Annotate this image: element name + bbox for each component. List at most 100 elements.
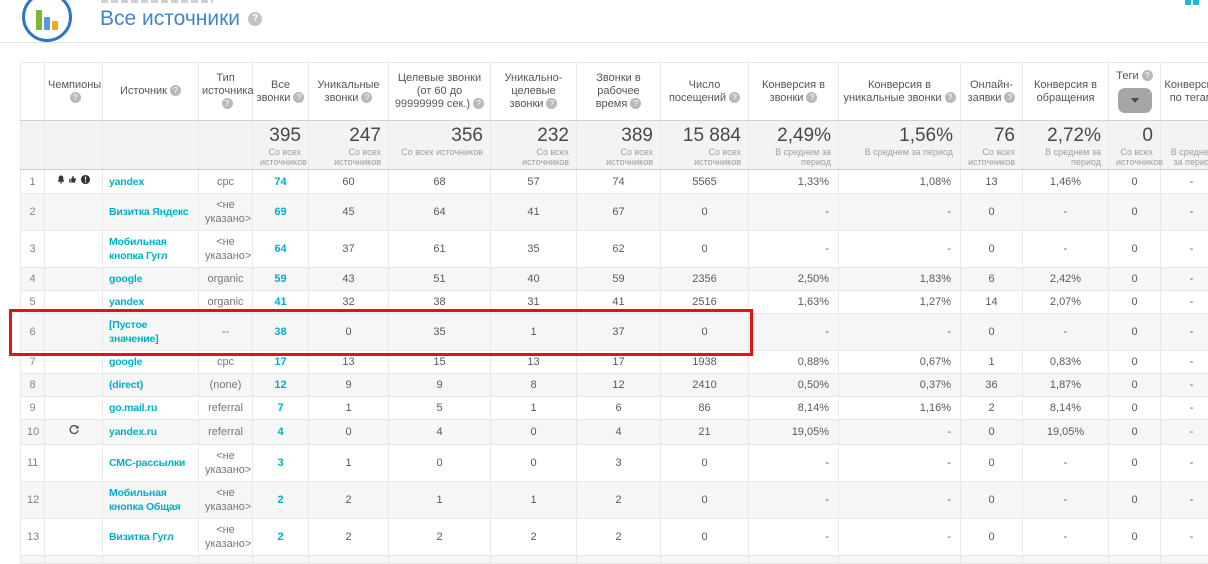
source-link[interactable]: Мобильная кнопка Общая	[109, 487, 181, 513]
help-icon[interactable]	[1004, 92, 1015, 103]
col-header-tags[interactable]: Теги	[1109, 63, 1161, 121]
col-header-conv-unique-calls[interactable]: Конверсия в уникальные звонки	[839, 63, 961, 121]
help-icon[interactable]	[361, 92, 372, 103]
source-cell: yandex	[103, 170, 199, 194]
all-calls-cell[interactable]: 7	[253, 397, 309, 420]
help-icon[interactable]	[806, 92, 817, 103]
work-time-calls-cell: 17	[577, 351, 661, 374]
conv-appeals-cell: -	[1023, 519, 1109, 556]
title-help-icon[interactable]	[248, 12, 262, 26]
col-header-conv-calls[interactable]: Конверсия в звонки	[749, 63, 839, 121]
work-time-calls-cell: 37	[577, 314, 661, 351]
source-link[interactable]: google	[109, 273, 142, 285]
help-icon[interactable]	[945, 92, 956, 103]
col-header-unique-calls[interactable]: Уникальные звонки	[309, 63, 389, 121]
col-header-target-calls[interactable]: Целевые звонки (от 60 до 99999999 сек.)	[389, 63, 491, 121]
col-header-source[interactable]: Источник	[103, 63, 199, 121]
help-icon[interactable]	[293, 92, 304, 103]
source-cell: google	[103, 351, 199, 374]
all-calls-cell[interactable]: 12	[253, 374, 309, 397]
visits-cell: 0	[661, 519, 749, 556]
all-calls-cell[interactable]: 59	[253, 268, 309, 291]
champions-cell	[45, 351, 103, 374]
help-icon[interactable]	[473, 98, 484, 109]
help-icon[interactable]	[729, 92, 740, 103]
row-number: 13	[21, 519, 45, 556]
source-link[interactable]: google	[109, 356, 142, 368]
unique-calls-cell: 1	[309, 397, 389, 420]
source-link[interactable]: Визитка Гугл	[109, 531, 174, 543]
conv-unique-cell: 1,27%	[839, 291, 961, 314]
help-icon[interactable]	[630, 98, 641, 109]
unique-target-calls-cell: 8	[491, 374, 577, 397]
work-time-calls-cell: 3	[577, 445, 661, 482]
help-icon[interactable]	[546, 98, 557, 109]
tags-cell: 0	[1109, 268, 1161, 291]
row-number: 8	[21, 374, 45, 397]
conv-calls-cell: -	[749, 519, 839, 556]
col-header-champions[interactable]: Чемпионы	[45, 63, 103, 121]
unique-target-calls-cell: 1	[491, 482, 577, 519]
source-link[interactable]: СМС-рассылки	[109, 457, 185, 469]
target-calls-cell: 15	[389, 351, 491, 374]
partial-cell	[45, 556, 103, 564]
unique-calls-cell: 0	[309, 314, 389, 351]
champions-cell	[45, 397, 103, 420]
conv-unique-cell: 1,83%	[839, 268, 961, 291]
col-header-work-time-calls[interactable]: Звонки в рабочее время	[577, 63, 661, 121]
conv-appeals-cell: -	[1023, 194, 1109, 231]
source-link[interactable]: [Пустое значение]	[109, 319, 158, 345]
source-link[interactable]: (direct)	[109, 379, 143, 391]
col-header-conv-tags[interactable]: Конверсия по тегам	[1161, 63, 1208, 121]
source-link[interactable]: yandex.ru	[109, 426, 157, 438]
source-link[interactable]: yandex	[109, 176, 144, 188]
col-header-source-type[interactable]: Тип источника	[199, 63, 253, 121]
source-link[interactable]: Визитка Яндекс	[109, 206, 188, 218]
col-header-all-calls[interactable]: Все звонки	[253, 63, 309, 121]
all-calls-cell[interactable]: 64	[253, 231, 309, 268]
visits-cell: 0	[661, 314, 749, 351]
all-calls-cell[interactable]: 3	[253, 445, 309, 482]
refresh-icon[interactable]	[68, 424, 80, 440]
all-calls-cell[interactable]: 2	[253, 482, 309, 519]
unique-calls-cell: 2	[309, 519, 389, 556]
alert-icon[interactable]	[80, 174, 91, 189]
source-link[interactable]: Мобильная кнопка Гугл	[109, 236, 167, 262]
work-time-calls-cell: 62	[577, 231, 661, 268]
col-header-online-leads[interactable]: Онлайн-заявки	[961, 63, 1023, 121]
source-link[interactable]: yandex	[109, 296, 144, 308]
col-header-conv-appeals[interactable]: Конверсия в обращения	[1023, 63, 1109, 121]
logo-bar-green	[36, 10, 42, 30]
tags-filter-button[interactable]	[1118, 88, 1152, 113]
corner-widget-icon[interactable]	[1185, 0, 1199, 5]
help-icon[interactable]	[170, 85, 181, 96]
bell-icon[interactable]	[56, 174, 66, 189]
all-calls-cell[interactable]: 69	[253, 194, 309, 231]
row-number: 2	[21, 194, 45, 231]
help-icon[interactable]	[70, 92, 81, 103]
target-calls-cell: 61	[389, 231, 491, 268]
conv-unique-cell: -	[839, 519, 961, 556]
conv-tags-cell: -	[1161, 351, 1208, 374]
col-header-visits[interactable]: Число посещений	[661, 63, 749, 121]
all-calls-cell[interactable]: 38	[253, 314, 309, 351]
thumbs-up-icon[interactable]	[68, 174, 78, 189]
unique-calls-cell: 32	[309, 291, 389, 314]
champions-cell	[45, 374, 103, 397]
all-calls-cell[interactable]: 4	[253, 420, 309, 445]
all-calls-cell[interactable]: 74	[253, 170, 309, 194]
col-header-unique-target-calls[interactable]: Уникально-целевые звонки	[491, 63, 577, 121]
source-type-cell: <не указано>	[199, 482, 253, 519]
conv-appeals-cell: 8,14%	[1023, 397, 1109, 420]
source-link[interactable]: go.mail.ru	[109, 402, 157, 414]
all-calls-cell[interactable]: 17	[253, 351, 309, 374]
help-icon[interactable]	[222, 98, 233, 109]
source-cell: go.mail.ru	[103, 397, 199, 420]
all-calls-cell[interactable]: 2	[253, 519, 309, 556]
champions-cell	[45, 445, 103, 482]
champions-cell	[45, 231, 103, 268]
help-icon[interactable]	[1142, 70, 1153, 81]
all-calls-cell[interactable]: 41	[253, 291, 309, 314]
summary-conv-calls: 2,49%В среднем за период	[749, 121, 839, 170]
